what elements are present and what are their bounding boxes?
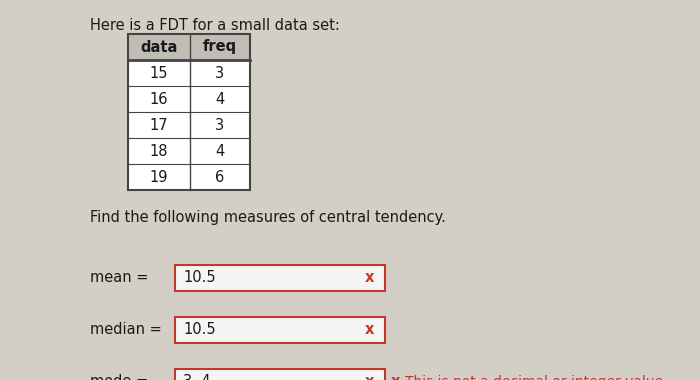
Text: 10.5: 10.5 bbox=[183, 323, 216, 337]
Text: This is not a decimal or integer value.: This is not a decimal or integer value. bbox=[405, 375, 668, 380]
Text: 4: 4 bbox=[216, 144, 225, 158]
Text: data: data bbox=[140, 40, 178, 54]
Text: 3, 4: 3, 4 bbox=[183, 375, 211, 380]
Text: 17: 17 bbox=[150, 117, 168, 133]
Text: 3: 3 bbox=[216, 117, 225, 133]
Text: mean =: mean = bbox=[90, 271, 148, 285]
Text: mode =: mode = bbox=[90, 375, 148, 380]
Text: 3: 3 bbox=[216, 65, 225, 81]
Text: median =: median = bbox=[90, 323, 162, 337]
Bar bbox=[175, 265, 385, 291]
Text: 4: 4 bbox=[216, 92, 225, 106]
Bar bbox=[128, 34, 250, 190]
Text: freq: freq bbox=[203, 40, 237, 54]
Text: 19: 19 bbox=[150, 169, 168, 185]
Text: 15: 15 bbox=[150, 65, 168, 81]
Text: x: x bbox=[364, 323, 374, 337]
Text: Find the following measures of central tendency.: Find the following measures of central t… bbox=[90, 210, 446, 225]
Bar bbox=[175, 369, 385, 380]
Text: x: x bbox=[364, 375, 374, 380]
Text: x: x bbox=[364, 271, 374, 285]
Text: 10.5: 10.5 bbox=[183, 271, 216, 285]
Text: 6: 6 bbox=[216, 169, 225, 185]
Text: 18: 18 bbox=[150, 144, 168, 158]
Text: x: x bbox=[391, 375, 400, 380]
Text: 16: 16 bbox=[150, 92, 168, 106]
Bar bbox=[175, 317, 385, 343]
Text: Here is a FDT for a small data set:: Here is a FDT for a small data set: bbox=[90, 18, 340, 33]
Bar bbox=[128, 34, 250, 60]
Bar bbox=[128, 34, 250, 190]
